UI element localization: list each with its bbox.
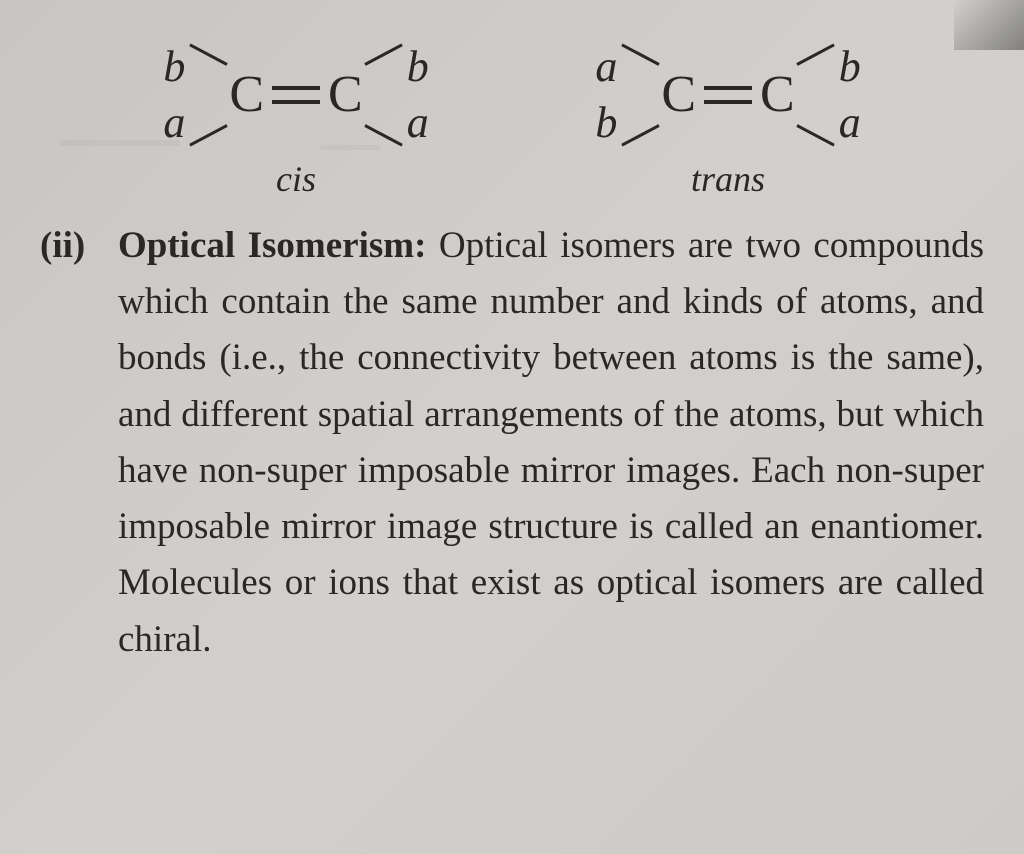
trans-left-top-label: a bbox=[595, 45, 617, 89]
definition-section: (ii) Optical Isomerism: Optical isomers … bbox=[40, 218, 984, 668]
trans-molecule: a b C C b a bbox=[593, 40, 862, 150]
section-body: Optical Isomerism: Optical isomers are t… bbox=[118, 218, 984, 668]
trans-label: trans bbox=[691, 158, 765, 200]
cis-right-bottom-label: a bbox=[407, 101, 429, 145]
trans-right-substituents: b a bbox=[839, 45, 861, 145]
page-content: b a C C b a cis a b bbox=[40, 40, 984, 844]
cis-carbon-left: C bbox=[229, 69, 264, 121]
trans-diagram-block: a b C C b a trans bbox=[593, 40, 862, 200]
bond-bracket-right bbox=[797, 45, 837, 145]
bond-bracket-left bbox=[619, 45, 659, 145]
bond-bracket-right bbox=[365, 45, 405, 145]
page-shadow-corner bbox=[954, 0, 1024, 50]
cis-molecule: b a C C b a bbox=[161, 40, 430, 150]
section-heading: Optical Isomerism: bbox=[118, 225, 426, 266]
structural-diagrams-row: b a C C b a cis a b bbox=[40, 40, 984, 200]
section-number: (ii) bbox=[40, 218, 118, 668]
trans-carbon-left: C bbox=[661, 69, 696, 121]
cis-left-bottom-label: a bbox=[163, 101, 185, 145]
trans-left-bottom-label: b bbox=[595, 101, 617, 145]
cis-right-substituents: b a bbox=[407, 45, 429, 145]
double-bond bbox=[704, 86, 752, 104]
section-text: Optical isomers are two compounds which … bbox=[118, 225, 984, 660]
bond-bracket-left bbox=[187, 45, 227, 145]
cis-carbon-right: C bbox=[328, 69, 363, 121]
trans-right-bottom-label: a bbox=[839, 101, 861, 145]
trans-right-top-label: b bbox=[839, 45, 861, 89]
cis-diagram-block: b a C C b a cis bbox=[161, 40, 430, 200]
cis-right-top-label: b bbox=[407, 45, 429, 89]
cis-left-substituents: b a bbox=[163, 45, 185, 145]
trans-carbon-right: C bbox=[760, 69, 795, 121]
cis-label: cis bbox=[276, 158, 316, 200]
double-bond bbox=[272, 86, 320, 104]
trans-left-substituents: a b bbox=[595, 45, 617, 145]
cis-left-top-label: b bbox=[163, 45, 185, 89]
